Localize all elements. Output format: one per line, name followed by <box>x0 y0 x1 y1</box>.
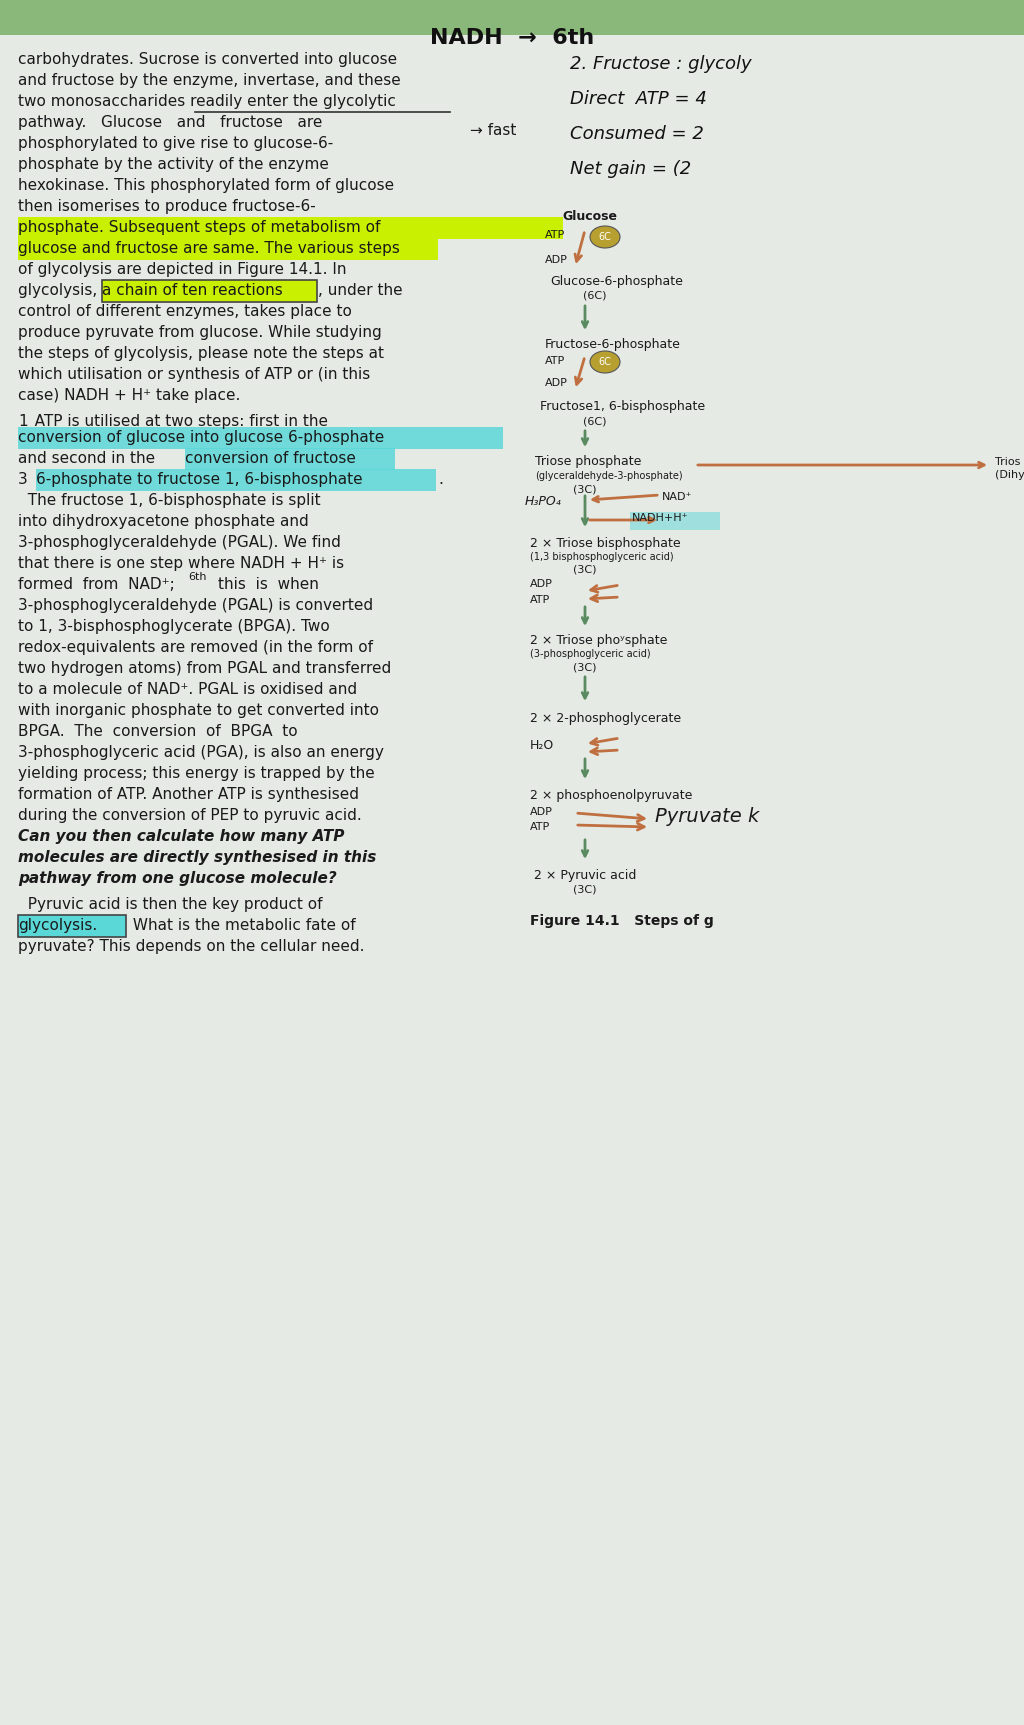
Text: a chain of ten reactions: a chain of ten reactions <box>102 283 283 298</box>
Text: pyruvate? This depends on the cellular need.: pyruvate? This depends on the cellular n… <box>18 938 365 954</box>
Text: .: . <box>438 473 442 486</box>
Text: (3C): (3C) <box>573 485 597 495</box>
Text: of glycolysis are depicted in Figure 14.1. In: of glycolysis are depicted in Figure 14.… <box>18 262 346 278</box>
Text: yielding process; this energy is trapped by the: yielding process; this energy is trapped… <box>18 766 375 781</box>
Text: → fast: → fast <box>470 122 516 138</box>
Ellipse shape <box>590 350 620 373</box>
Text: two hydrogen atoms) from PGAL and transferred: two hydrogen atoms) from PGAL and transf… <box>18 661 391 676</box>
Bar <box>185 448 395 469</box>
Text: Triose phosphate: Triose phosphate <box>535 455 641 467</box>
Text: glycolysis.: glycolysis. <box>18 918 97 933</box>
Text: Trios: Trios <box>995 457 1020 467</box>
Text: 3-phosphoglyceraldehyde (PGAL) is converted: 3-phosphoglyceraldehyde (PGAL) is conver… <box>18 599 373 612</box>
Text: phosphate by the activity of the enzyme: phosphate by the activity of the enzyme <box>18 157 329 172</box>
Text: carbohydrates. Sucrose is converted into glucose: carbohydrates. Sucrose is converted into… <box>18 52 397 67</box>
Text: NADH  →  6th: NADH → 6th <box>430 28 594 48</box>
Text: ADP: ADP <box>545 378 568 388</box>
Text: case) NADH + H⁺ take place.: case) NADH + H⁺ take place. <box>18 388 241 404</box>
Text: BPGA.  The  conversion  of  BPGA  to: BPGA. The conversion of BPGA to <box>18 724 298 738</box>
Text: Fructose-6-phosphate: Fructose-6-phosphate <box>545 338 681 350</box>
Text: formation of ATP. Another ATP is synthesised: formation of ATP. Another ATP is synthes… <box>18 787 359 802</box>
Text: to 1, 3-bisphosphoglycerate (BPGA). Two: to 1, 3-bisphosphoglycerate (BPGA). Two <box>18 619 330 635</box>
Text: The fructose 1, 6-bisphosphate is split: The fructose 1, 6-bisphosphate is split <box>18 493 321 507</box>
Text: formed  from  NAD⁺;: formed from NAD⁺; <box>18 576 175 592</box>
Text: (6C): (6C) <box>584 292 607 300</box>
Text: 3-phosphoglyceraldehyde (PGAL). We find: 3-phosphoglyceraldehyde (PGAL). We find <box>18 535 341 550</box>
Text: Glucose-6-phosphate: Glucose-6-phosphate <box>550 274 683 288</box>
Text: ATP: ATP <box>545 355 565 366</box>
Text: glycolysis,: glycolysis, <box>18 283 102 298</box>
Text: 6C: 6C <box>599 357 611 367</box>
Text: 3-phosphoglyceric acid (PGA), is also an energy: 3-phosphoglyceric acid (PGA), is also an… <box>18 745 384 761</box>
Bar <box>102 279 317 302</box>
Text: Pyruvate k: Pyruvate k <box>655 807 759 826</box>
Text: phosphorylated to give rise to glucose-6-: phosphorylated to give rise to glucose-6… <box>18 136 333 152</box>
Text: (3C): (3C) <box>573 566 597 574</box>
Text: ADP: ADP <box>530 580 553 588</box>
Text: (glyceraldehyde-3-phosphate): (glyceraldehyde-3-phosphate) <box>535 471 683 481</box>
Text: hexokinase. This phosphorylated form of glucose: hexokinase. This phosphorylated form of … <box>18 178 394 193</box>
Text: two monosaccharides readily enter the glycolytic: two monosaccharides readily enter the gl… <box>18 93 396 109</box>
Text: 1: 1 <box>18 414 28 430</box>
Text: ATP: ATP <box>530 823 550 831</box>
Text: ATP is utilised at two steps: first in the: ATP is utilised at two steps: first in t… <box>20 414 328 430</box>
Text: Direct  ATP = 4: Direct ATP = 4 <box>570 90 707 109</box>
Text: H₂O: H₂O <box>530 738 554 752</box>
Text: Fructose1, 6-bisphosphate: Fructose1, 6-bisphosphate <box>540 400 706 412</box>
Text: this  is  when: this is when <box>218 576 318 592</box>
Bar <box>630 512 720 530</box>
Text: and fructose by the enzyme, invertase, and these: and fructose by the enzyme, invertase, a… <box>18 72 400 88</box>
Text: pathway.   Glucose   and   fructose   are: pathway. Glucose and fructose are <box>18 116 323 129</box>
Text: which utilisation or synthesis of ATP or (in this: which utilisation or synthesis of ATP or… <box>18 367 371 381</box>
Text: 6th: 6th <box>188 573 207 581</box>
Text: (Dihy: (Dihy <box>995 469 1024 480</box>
Text: pathway from one glucose molecule?: pathway from one glucose molecule? <box>18 871 337 887</box>
Text: , under the: , under the <box>318 283 402 298</box>
Text: (3C): (3C) <box>573 883 597 894</box>
Text: redox-equivalents are removed (in the form of: redox-equivalents are removed (in the fo… <box>18 640 373 656</box>
Text: produce pyruvate from glucose. While studying: produce pyruvate from glucose. While stu… <box>18 324 382 340</box>
Text: glucose and fructose are same. The various steps: glucose and fructose are same. The vario… <box>18 242 400 255</box>
Text: (3-phosphoglyceric acid): (3-phosphoglyceric acid) <box>530 649 650 659</box>
Text: ATP: ATP <box>530 595 550 605</box>
Text: and second in the: and second in the <box>18 450 160 466</box>
Text: phosphate. Subsequent steps of metabolism of: phosphate. Subsequent steps of metabolis… <box>18 221 380 235</box>
Text: during the conversion of PEP to pyruvic acid.: during the conversion of PEP to pyruvic … <box>18 807 361 823</box>
Text: 2 × phosphoenolpyruvate: 2 × phosphoenolpyruvate <box>530 788 692 802</box>
Text: to a molecule of NAD⁺. PGAL is oxidised and: to a molecule of NAD⁺. PGAL is oxidised … <box>18 681 357 697</box>
Text: 6C: 6C <box>599 231 611 242</box>
Text: ATP: ATP <box>545 229 565 240</box>
Text: conversion of fructose: conversion of fructose <box>185 450 356 466</box>
Text: Consumed = 2: Consumed = 2 <box>570 124 703 143</box>
Text: H₃PO₄: H₃PO₄ <box>525 495 562 507</box>
Text: (3C): (3C) <box>573 662 597 673</box>
Text: into dihydroxyacetone phosphate and: into dihydroxyacetone phosphate and <box>18 514 309 530</box>
Text: the steps of glycolysis, please note the steps at: the steps of glycolysis, please note the… <box>18 347 384 361</box>
Text: Pyruvic acid is then the key product of: Pyruvic acid is then the key product of <box>18 897 323 913</box>
Text: Figure 14.1   Steps of g: Figure 14.1 Steps of g <box>530 914 714 928</box>
Text: ADP: ADP <box>545 255 568 266</box>
Text: 6-phosphate to fructose 1, 6-bisphosphate: 6-phosphate to fructose 1, 6-bisphosphat… <box>36 473 362 486</box>
Bar <box>36 469 436 492</box>
Text: 2 × 2-phosphoglycerate: 2 × 2-phosphoglycerate <box>530 712 681 724</box>
Text: NAD⁺: NAD⁺ <box>662 492 692 502</box>
Text: What is the metabolic fate of: What is the metabolic fate of <box>128 918 355 933</box>
Text: then isomerises to produce fructose-6-: then isomerises to produce fructose-6- <box>18 198 315 214</box>
Text: conversion of glucose into glucose 6-phosphate: conversion of glucose into glucose 6-pho… <box>18 430 384 445</box>
Text: (1,3 bisphosphoglyceric acid): (1,3 bisphosphoglyceric acid) <box>530 552 674 562</box>
Text: that there is one step where NADH + H⁺ is: that there is one step where NADH + H⁺ i… <box>18 555 344 571</box>
Ellipse shape <box>590 226 620 248</box>
Bar <box>18 217 563 240</box>
Text: 2 × Pyruvic acid: 2 × Pyruvic acid <box>534 869 636 881</box>
Text: molecules are directly synthesised in this: molecules are directly synthesised in th… <box>18 850 377 864</box>
Text: 2 × Triose bisphosphate: 2 × Triose bisphosphate <box>530 536 681 550</box>
Text: 2. Fructose : glycoly: 2. Fructose : glycoly <box>570 55 752 72</box>
Text: with inorganic phosphate to get converted into: with inorganic phosphate to get converte… <box>18 704 379 718</box>
Text: (6C): (6C) <box>584 416 607 426</box>
Bar <box>18 238 438 260</box>
Text: 3: 3 <box>18 473 33 486</box>
Bar <box>0 0 1024 34</box>
Text: Can you then calculate how many ATP: Can you then calculate how many ATP <box>18 830 344 844</box>
Text: control of different enzymes, takes place to: control of different enzymes, takes plac… <box>18 304 352 319</box>
